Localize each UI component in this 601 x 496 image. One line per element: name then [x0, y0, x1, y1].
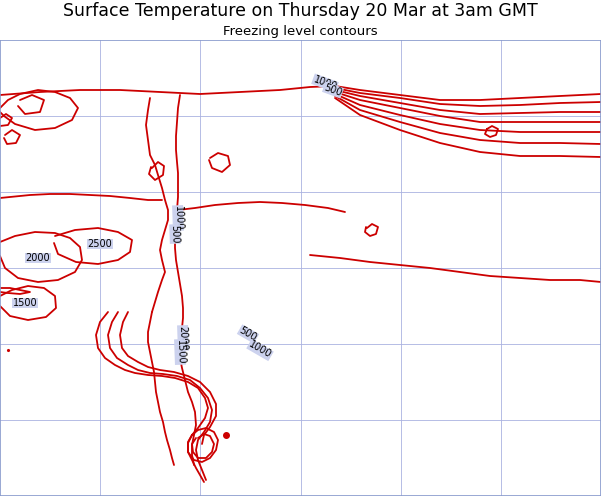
Text: 500: 500	[169, 225, 180, 244]
Text: 1000: 1000	[172, 205, 183, 231]
Text: 1000: 1000	[312, 74, 338, 92]
Text: 1000: 1000	[247, 340, 273, 361]
Text: 2500: 2500	[88, 239, 112, 249]
Text: Freezing level contours: Freezing level contours	[223, 25, 378, 39]
Text: 1500: 1500	[174, 340, 186, 365]
Text: 500: 500	[323, 82, 343, 98]
Text: 2000: 2000	[177, 325, 189, 351]
Text: Surface Temperature on Thursday 20 Mar at 3am GMT: Surface Temperature on Thursday 20 Mar a…	[63, 2, 538, 20]
Text: 1500: 1500	[13, 298, 37, 308]
Text: 2000: 2000	[26, 253, 50, 263]
Text: 500: 500	[237, 325, 258, 343]
